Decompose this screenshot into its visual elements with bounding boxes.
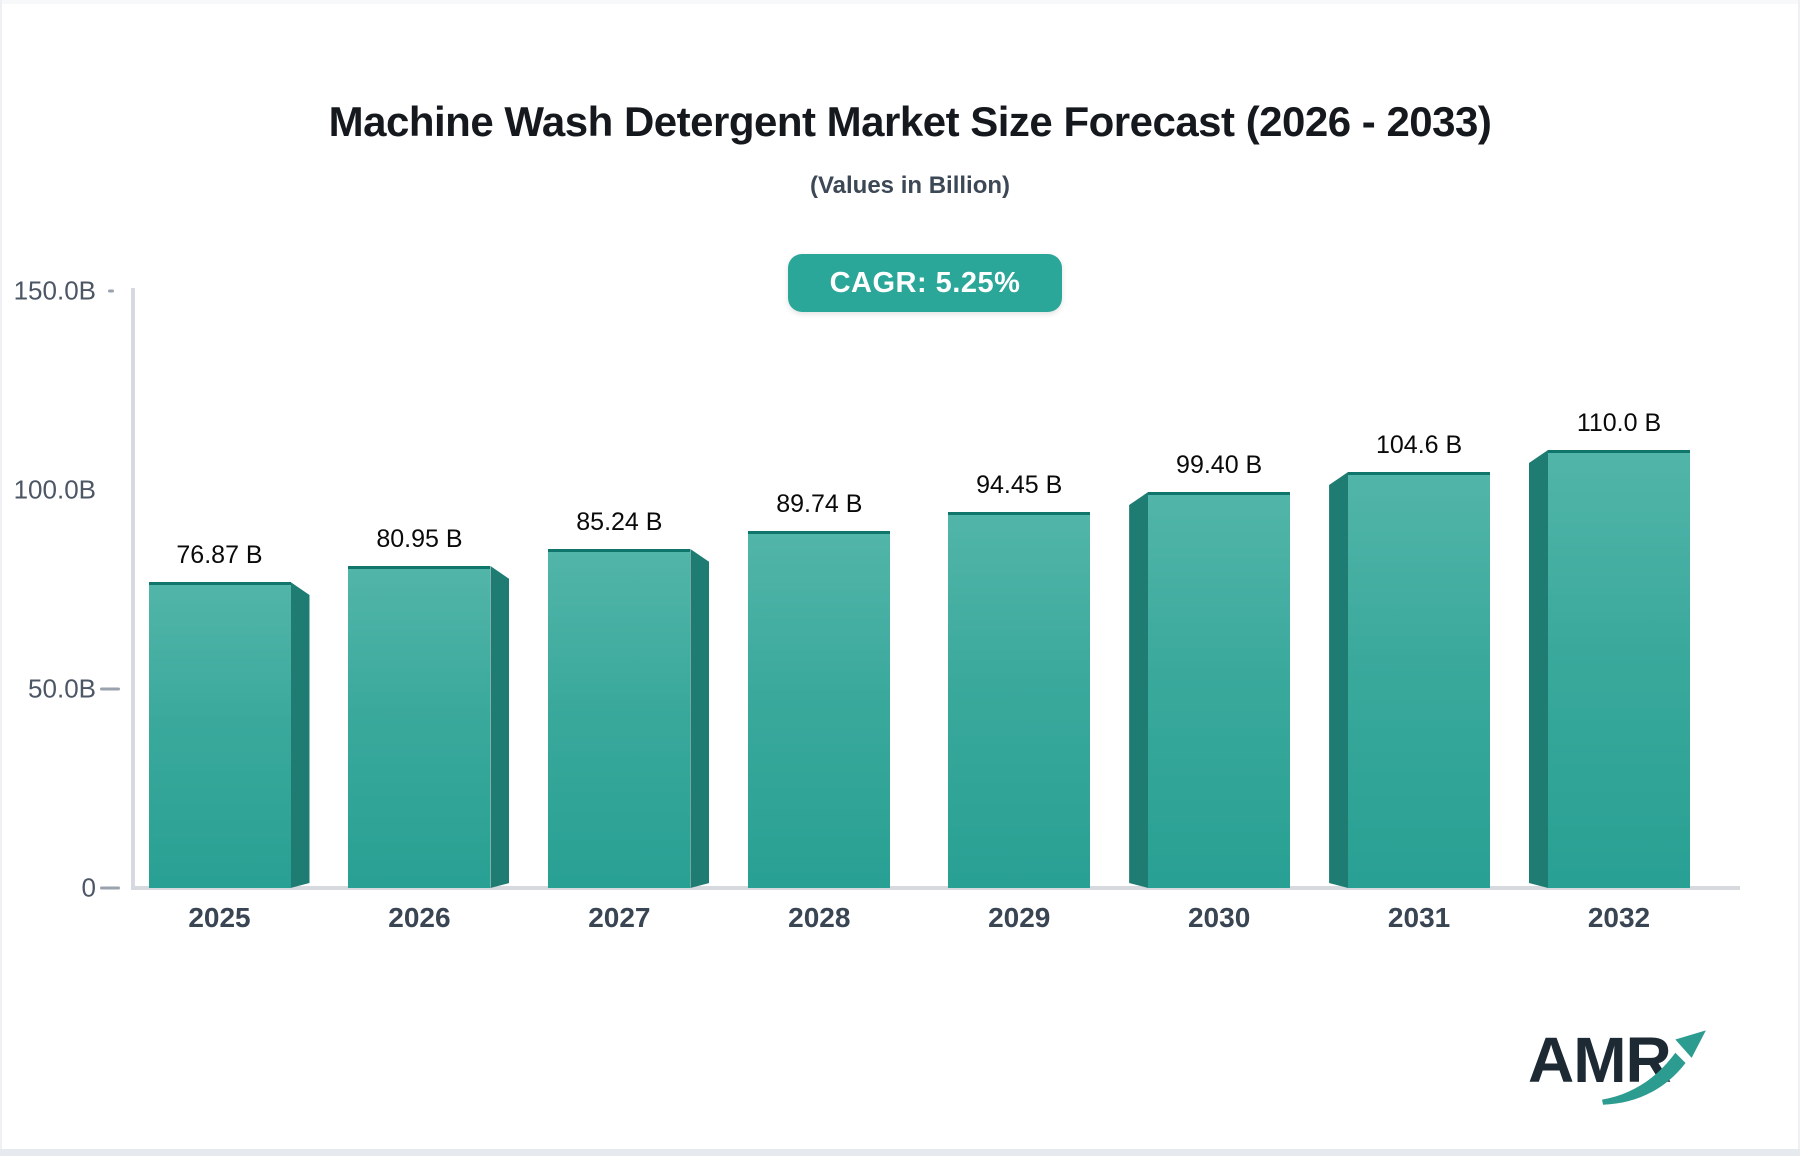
y-axis-tick-mark: [100, 886, 120, 890]
x-axis-label: 2031: [1387, 902, 1451, 933]
bar-side-face: [290, 582, 310, 888]
y-axis-tick-label: 100.0B: [13, 474, 96, 505]
amr-logo: AMR: [1528, 1028, 1718, 1118]
bar-side-face: [1329, 472, 1349, 888]
x-axis-label: 2030: [1187, 902, 1251, 933]
x-axis-label: 2027: [588, 902, 651, 933]
page-top-edge: [0, 0, 1800, 4]
bar-side-face: [690, 549, 710, 888]
bar-value-label: 80.95 B: [376, 525, 463, 553]
bar-face: [1148, 492, 1291, 888]
page-bottom-edge: [0, 1149, 1800, 1156]
bar-value-label: 99.40 B: [1176, 451, 1263, 479]
cagr-badge: CAGR: 5.25%: [788, 254, 1062, 312]
x-axis-label: 2028: [788, 902, 851, 933]
y-axis-tick-label: 150.0B: [13, 275, 96, 306]
bar-value-label: 104.6 B: [1375, 431, 1463, 459]
bar-face: [1548, 450, 1690, 888]
cagr-badge-label: CAGR: 5.25%: [829, 266, 1021, 299]
bar-face: [348, 566, 491, 888]
bar-side-face: [490, 566, 510, 888]
x-axis-line: [131, 886, 1740, 890]
bar-side-face: [1129, 492, 1149, 888]
bar-face: [948, 512, 1091, 888]
page-right-edge: [1798, 0, 1800, 1156]
y-axis-tick-mark: [108, 289, 114, 293]
y-axis-tick-label: 0: [81, 872, 96, 903]
bar-value-label: 76.87 B: [176, 541, 263, 569]
y-axis-tick-label: 50.0B: [28, 673, 96, 704]
page-left-edge: [0, 0, 2, 1156]
x-axis-label: 2029: [988, 902, 1051, 933]
bar-value-label: 89.74 B: [776, 490, 863, 518]
bar-value-label: 94.45 B: [976, 471, 1063, 499]
bar-face: [548, 549, 691, 888]
x-axis-label: 2025: [188, 902, 251, 933]
chart-subtitle: (Values in Billion): [809, 172, 1011, 200]
y-axis-tick-mark: [100, 687, 120, 691]
chart-title: Machine Wash Detergent Market Size Forec…: [328, 98, 1492, 145]
bar-value-label: 110.0 B: [1576, 409, 1662, 437]
x-axis-label: 2026: [388, 902, 451, 933]
title-block: Machine Wash Detergent Market Size Forec…: [100, 98, 1720, 200]
growth-arrow-icon: [1602, 1030, 1706, 1105]
bar-face: [148, 582, 291, 888]
y-axis-line: [131, 288, 135, 888]
bar-value-label: 85.24 B: [576, 508, 663, 536]
bar-face: [1348, 472, 1491, 888]
bar-face: [748, 531, 891, 888]
bar-side-face: [1529, 450, 1548, 888]
x-axis-label: 2032: [1587, 902, 1651, 933]
